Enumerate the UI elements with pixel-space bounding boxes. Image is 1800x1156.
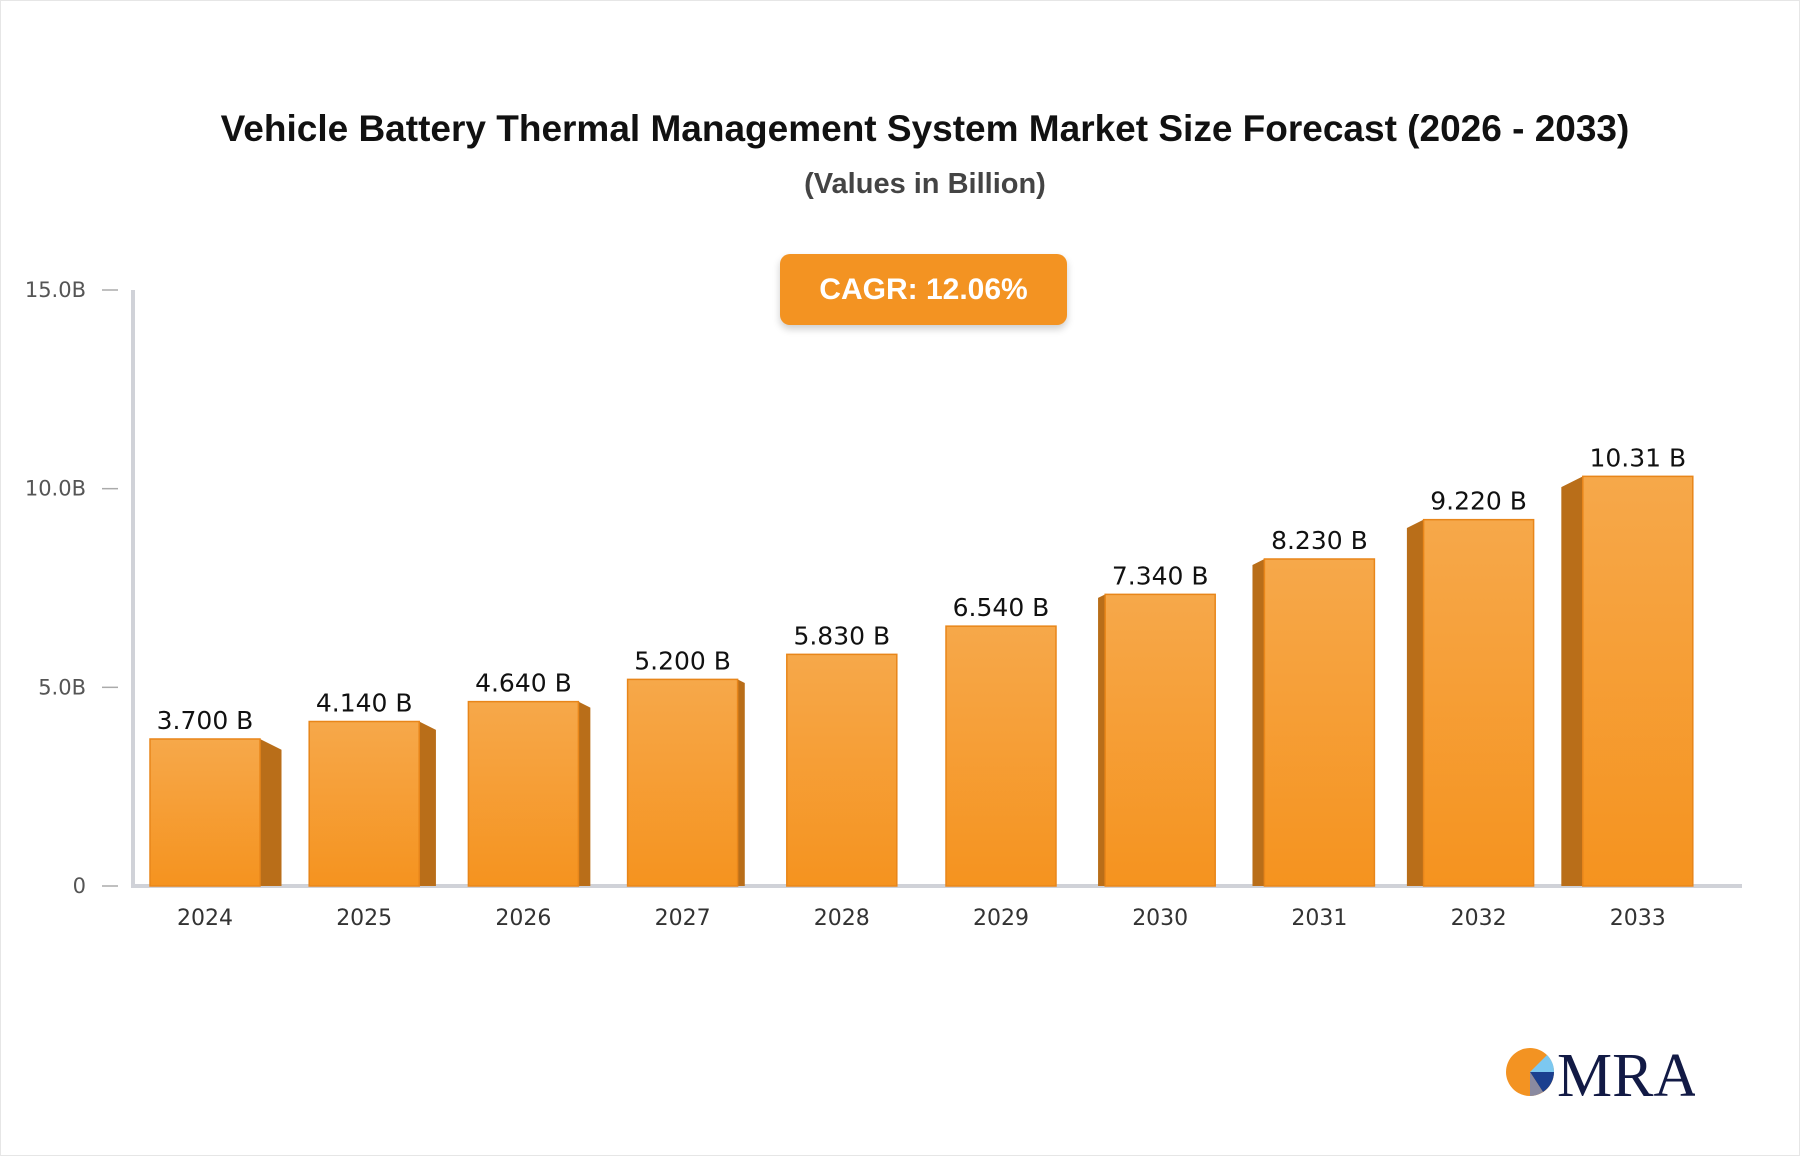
y-tick-label: 0 [73,874,86,898]
bar [1582,475,1694,887]
bar [308,720,420,887]
x-tick-label: 2028 [814,906,870,931]
bar-side [1252,558,1265,886]
data-label: 5.200 B [634,646,731,675]
cagr-badge: CAGR: 12.06% [780,254,1067,325]
y-tick-label: 5.0B [38,675,86,699]
data-label: 6.540 B [953,593,1050,622]
chart-subtitle: (Values in Billion) [804,168,1046,200]
bar-side [419,721,436,886]
y-tick-label: 10.0B [25,477,86,501]
data-label: 9.220 B [1430,487,1527,516]
mra-logo-icon: MRA [1506,1042,1695,1105]
logo-text: MRA [1557,1042,1695,1105]
bar-side [260,738,282,886]
y-tick-label: 15.0B [25,278,86,302]
bar-side [578,701,591,886]
data-label: 7.340 B [1112,561,1209,590]
x-tick-label: 2032 [1451,906,1507,931]
x-tick-label: 2025 [336,906,392,931]
bar-side [737,679,745,886]
x-tick-label: 2029 [973,906,1029,931]
bar [467,700,580,887]
bar-side [1098,594,1106,886]
bar [149,738,261,887]
x-tick-label: 2031 [1291,906,1347,931]
data-label: 3.700 B [157,706,254,735]
x-tick-label: 2024 [177,906,233,931]
data-label: 8.230 B [1271,526,1368,555]
bar [1263,558,1376,887]
bar [945,625,1057,887]
x-tick-label: 2033 [1610,906,1666,931]
bar [1104,593,1216,887]
bar-side [1561,476,1583,886]
bar [1422,518,1535,887]
bar [786,653,898,887]
x-tick-label: 2026 [495,906,551,931]
chart-title: Vehicle Battery Thermal Management Syste… [220,108,1630,149]
data-label: 4.140 B [316,689,413,718]
data-label: 5.830 B [793,621,890,650]
x-tick-label: 2027 [655,906,711,931]
bar [626,678,739,887]
data-label: 4.640 B [475,669,572,698]
bar-side [1406,519,1424,886]
x-tick-label: 2030 [1132,906,1188,931]
data-label: 10.31 B [1589,443,1686,472]
